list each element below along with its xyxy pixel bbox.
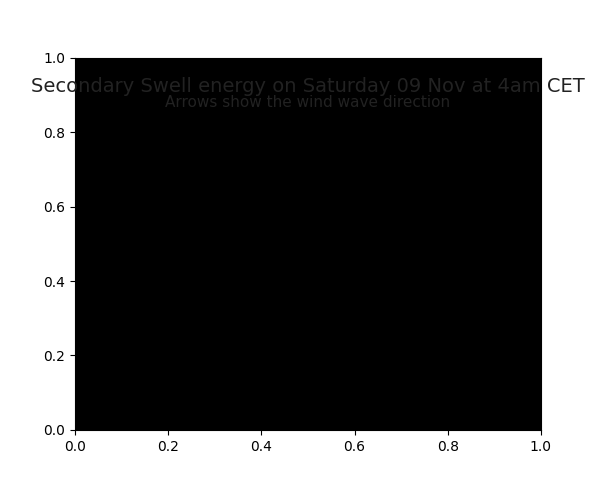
Text: Secondary Swell energy on Saturday 09 Nov at 4am CET: Secondary Swell energy on Saturday 09 No… [31,76,585,96]
Text: Arrows show the wind wave direction: Arrows show the wind wave direction [165,95,451,110]
